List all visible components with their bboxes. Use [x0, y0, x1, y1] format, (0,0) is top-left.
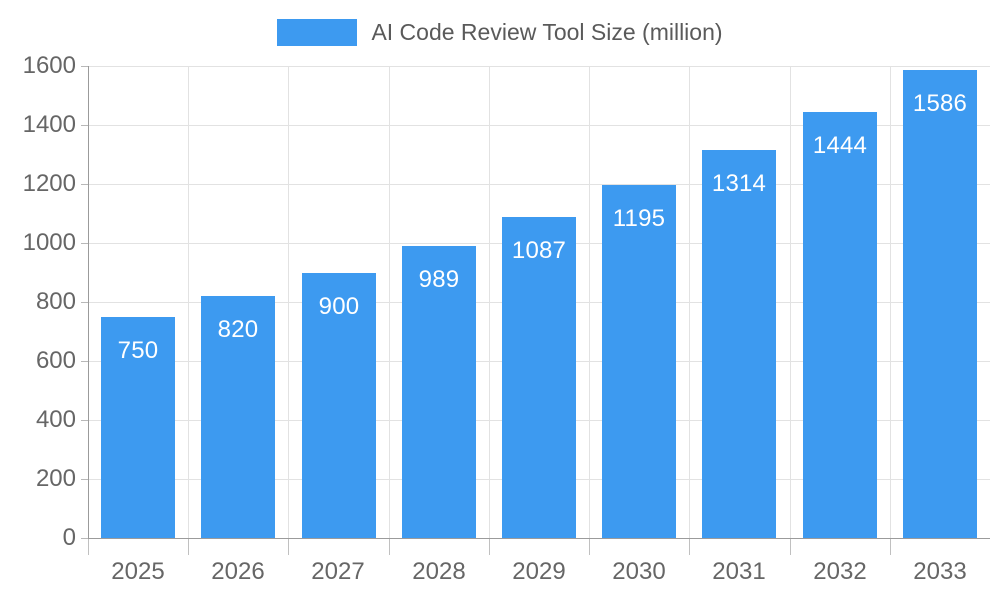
gridline-horizontal — [88, 66, 990, 67]
x-axis-tick-mark — [489, 539, 490, 555]
x-axis-tick-label: 2030 — [612, 558, 666, 585]
bar-value-label: 750 — [117, 336, 159, 364]
bar-value-label: 989 — [418, 266, 460, 294]
gridline-vertical — [188, 66, 189, 538]
bar[interactable]: 1314 — [702, 150, 776, 538]
legend-label[interactable]: AI Code Review Tool Size (million) — [371, 18, 723, 45]
x-axis-tick-label: 2025 — [111, 558, 165, 585]
chart-legend: AI Code Review Tool Size (million) — [0, 14, 1000, 50]
gridline-vertical — [389, 66, 390, 538]
y-axis-tick-mark — [81, 125, 88, 126]
y-axis-tick-label: 1200 — [22, 170, 76, 197]
bar[interactable]: 1087 — [502, 217, 576, 538]
gridline-vertical — [689, 66, 690, 538]
x-axis-tick-label: 2026 — [211, 558, 265, 585]
x-axis-tick-mark — [88, 539, 89, 555]
gridline-vertical — [589, 66, 590, 538]
x-axis-tick-mark — [589, 539, 590, 555]
y-axis-tick-mark — [81, 420, 88, 421]
y-axis-tick-label: 1000 — [22, 229, 76, 256]
y-axis-line — [88, 66, 89, 539]
y-axis-tick-mark — [81, 302, 88, 303]
y-axis-tick-mark — [81, 479, 88, 480]
y-axis-tick-label: 600 — [35, 347, 76, 374]
bar-value-label: 820 — [217, 316, 259, 344]
gridline-vertical — [890, 66, 891, 538]
bar[interactable]: 820 — [201, 296, 275, 538]
y-axis-tick-mark — [81, 184, 88, 185]
bar[interactable]: 989 — [402, 246, 476, 538]
bar-value-label: 900 — [318, 292, 360, 320]
x-axis-tick-label: 2032 — [813, 558, 867, 585]
bar[interactable]: 1195 — [602, 185, 676, 538]
x-axis-tick-label: 2033 — [913, 558, 967, 585]
bar-value-label: 1195 — [612, 205, 666, 233]
x-axis-tick-label: 2027 — [311, 558, 365, 585]
y-axis-tick-label: 1400 — [22, 111, 76, 138]
gridline-vertical — [288, 66, 289, 538]
bar[interactable]: 750 — [101, 316, 175, 538]
y-axis-labels: 0 200 400 600 800 1000 1200 1400 1600 — [0, 0, 76, 600]
y-axis-tick-label: 400 — [35, 406, 76, 433]
x-axis-tick-mark — [689, 539, 690, 555]
x-axis-line — [88, 538, 990, 539]
bar-value-label: 1087 — [511, 237, 567, 265]
plot-area: 750 820 900 989 1087 1195 1314 1444 1586 — [88, 66, 990, 539]
x-axis-tick-label: 2028 — [412, 558, 466, 585]
bar[interactable]: 1444 — [803, 112, 877, 538]
legend-color-swatch[interactable] — [277, 18, 358, 46]
y-axis-tick-mark — [81, 66, 88, 67]
x-axis-tick-label: 2029 — [512, 558, 566, 585]
bar-value-label: 1444 — [812, 132, 868, 160]
y-axis-tick-mark — [81, 538, 88, 539]
bar[interactable]: 1586 — [903, 70, 977, 538]
x-axis-tick-mark — [389, 539, 390, 555]
gridline-horizontal — [88, 125, 990, 126]
bar-value-label: 1314 — [711, 170, 767, 198]
bar-value-label: 1586 — [912, 90, 968, 118]
y-axis-tick-label: 800 — [35, 288, 76, 315]
gridline-vertical — [790, 66, 791, 538]
x-axis-tick-mark — [790, 539, 791, 555]
y-axis-tick-mark — [81, 243, 88, 244]
y-axis-tick-label: 1600 — [22, 52, 76, 79]
gridline-horizontal — [88, 184, 990, 185]
gridline-vertical — [489, 66, 490, 538]
y-axis-tick-label: 200 — [35, 465, 76, 492]
y-axis-tick-label: 0 — [62, 524, 76, 551]
x-axis-tick-label: 2031 — [712, 558, 766, 585]
x-axis-tick-mark — [890, 539, 891, 555]
bar[interactable]: 900 — [302, 272, 376, 538]
y-axis-tick-mark — [81, 361, 88, 362]
x-axis-tick-mark — [188, 539, 189, 555]
x-axis-tick-mark — [288, 539, 289, 555]
